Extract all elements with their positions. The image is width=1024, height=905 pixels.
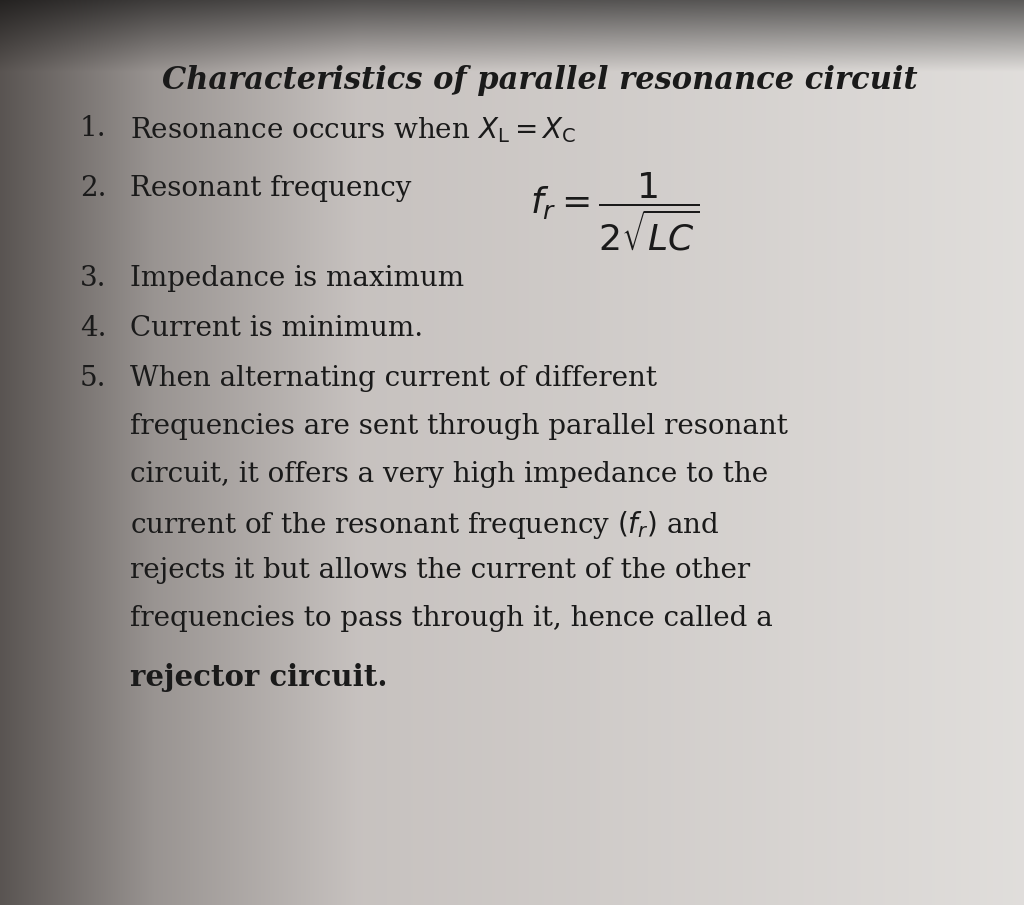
Text: frequencies are sent through parallel resonant: frequencies are sent through parallel re… <box>130 413 787 440</box>
Text: 4.: 4. <box>80 315 106 342</box>
Text: Resonance occurs when $X_\mathrm{L}=X_\mathrm{C}$: Resonance occurs when $X_\mathrm{L}=X_\m… <box>130 115 577 145</box>
Text: current of the resonant frequency $(f_r)$ and: current of the resonant frequency $(f_r)… <box>130 509 720 541</box>
Text: frequencies to pass through it, hence called a: frequencies to pass through it, hence ca… <box>130 605 773 632</box>
Text: 1.: 1. <box>80 115 106 142</box>
Text: $f_r = \dfrac{1}{2\sqrt{LC}}$: $f_r = \dfrac{1}{2\sqrt{LC}}$ <box>530 170 699 252</box>
Text: When alternating current of different: When alternating current of different <box>130 365 657 392</box>
Text: Current is minimum.: Current is minimum. <box>130 315 423 342</box>
Text: circuit, it offers a very high impedance to the: circuit, it offers a very high impedance… <box>130 461 768 488</box>
Text: 3.: 3. <box>80 265 106 292</box>
Text: Impedance is maximum: Impedance is maximum <box>130 265 464 292</box>
Text: 5.: 5. <box>80 365 106 392</box>
Text: rejects it but allows the current of the other: rejects it but allows the current of the… <box>130 557 751 584</box>
Text: 2.: 2. <box>80 175 106 202</box>
Text: Characteristics of parallel resonance circuit: Characteristics of parallel resonance ci… <box>162 65 918 96</box>
Text: Resonant frequency: Resonant frequency <box>130 175 412 202</box>
Text: rejector circuit.: rejector circuit. <box>130 663 387 692</box>
